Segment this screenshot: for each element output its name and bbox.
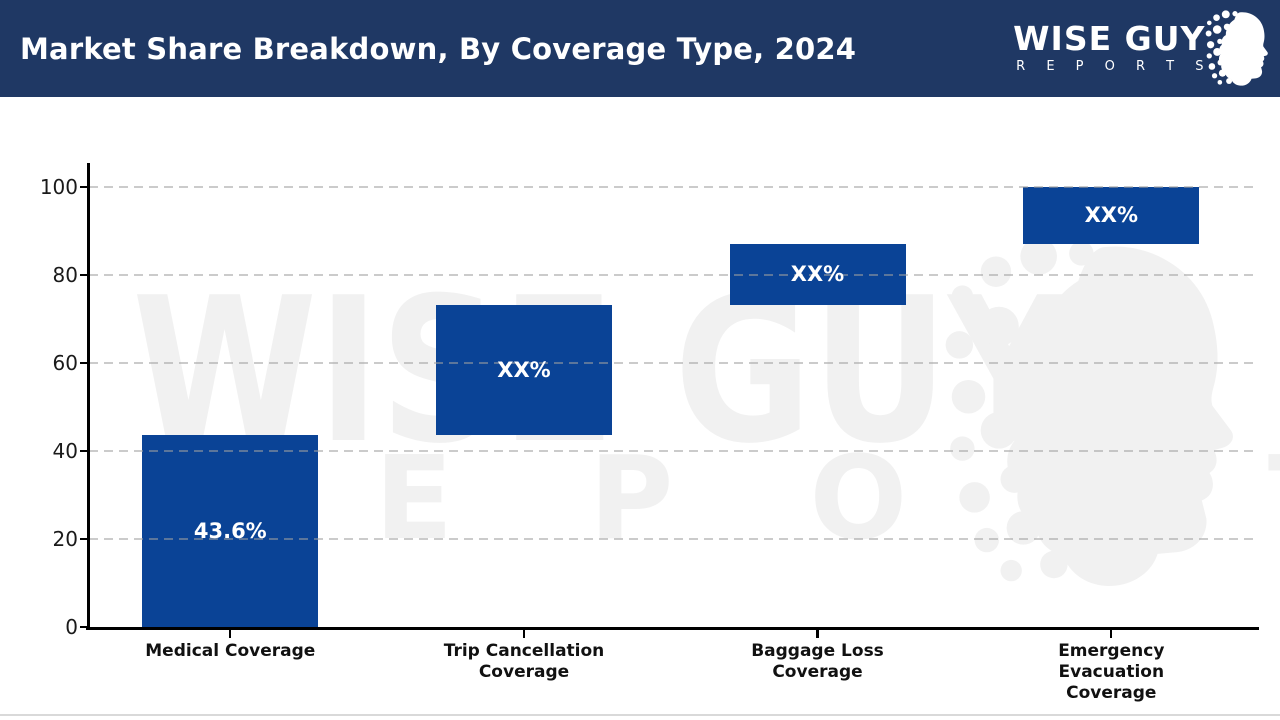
y-tick-label: 80	[52, 263, 78, 287]
y-tick	[80, 361, 89, 365]
x-tick	[229, 629, 232, 638]
face-silhouette	[1218, 12, 1268, 86]
bar	[142, 435, 319, 627]
x-category-label: Medical Coverage	[145, 641, 316, 661]
watermark-head-profile-icon	[945, 238, 1233, 586]
x-tick	[1110, 629, 1113, 638]
y-tick	[80, 537, 89, 541]
dot-cluster	[1205, 10, 1239, 85]
y-axis	[87, 163, 90, 630]
x-axis	[86, 627, 1259, 630]
y-tick-label: 40	[52, 439, 78, 463]
y-tick-label: 60	[52, 351, 78, 375]
brand-name: WISE GUY	[1013, 19, 1206, 58]
x-category-label: Emergency Evacuation Coverage	[1058, 641, 1165, 703]
x-tick	[816, 629, 819, 638]
y-tick	[80, 449, 89, 453]
bar-value-label: XX%	[790, 262, 845, 287]
x-category-label: Trip Cancellation Coverage	[443, 641, 605, 682]
y-tick-label: 0	[65, 615, 78, 639]
x-category-label: Baggage Loss Coverage	[751, 641, 884, 682]
y-tick-label: 100	[39, 175, 78, 199]
head-profile-logo-icon	[1205, 10, 1268, 86]
y-tick-label: 20	[52, 527, 78, 551]
brand-subname: R E P O R T S	[1016, 59, 1212, 74]
y-tick	[80, 185, 89, 189]
bar	[436, 304, 612, 436]
bar	[1023, 187, 1200, 244]
y-tick	[80, 273, 89, 277]
bar-value-label: XX%	[1084, 203, 1139, 228]
chart-title: Market Share Breakdown, By Coverage Type…	[20, 31, 857, 66]
brand-logo: WISE GUY R E P O R T S	[1013, 8, 1270, 88]
bar-value-label: XX%	[497, 358, 551, 383]
bar-value-label: 43.6%	[193, 519, 267, 544]
x-tick	[522, 629, 526, 638]
footer-divider	[0, 714, 1280, 716]
y-tick	[80, 625, 89, 629]
brand-logo-text: WISE GUY R E P O R T S	[1013, 22, 1212, 74]
header-bar: Market Share Breakdown, By Coverage Type…	[0, 0, 1280, 97]
